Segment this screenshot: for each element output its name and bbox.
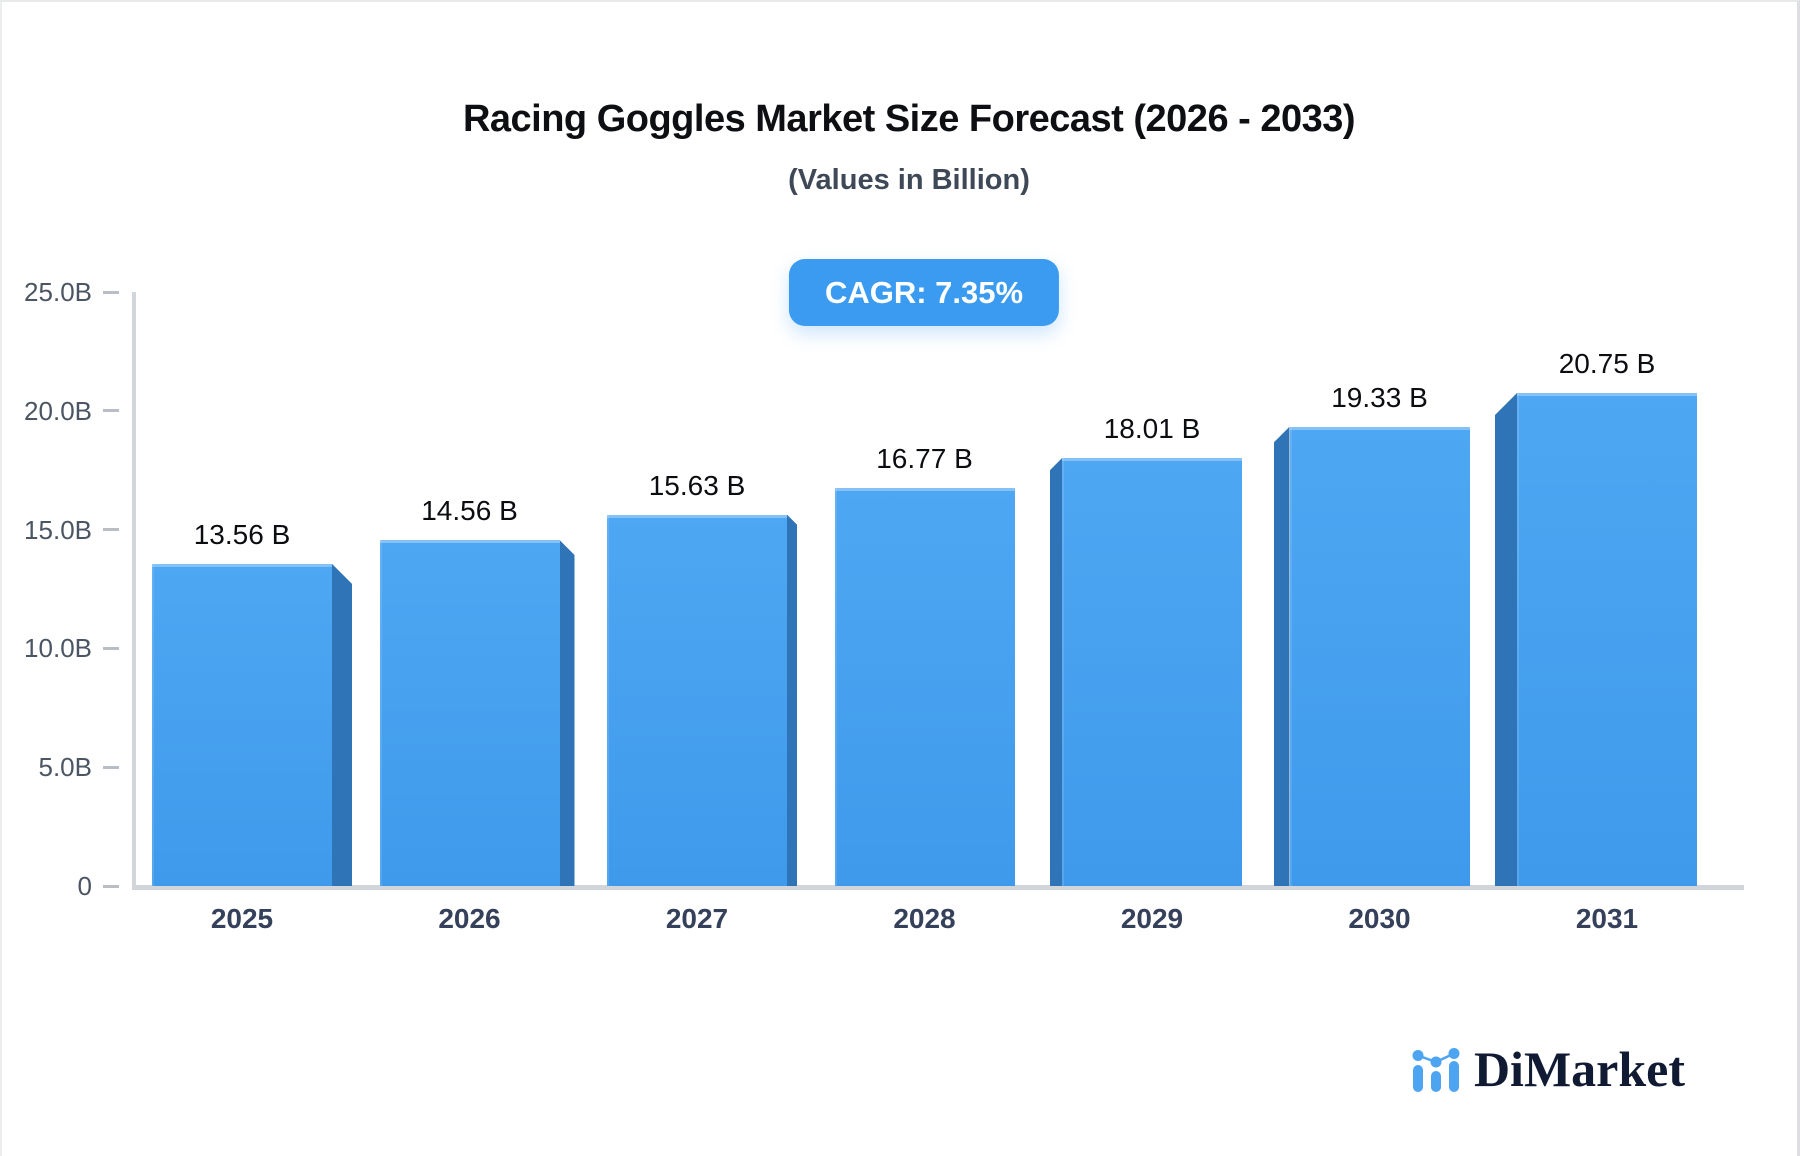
bar-value-label-2028: 16.77 B xyxy=(876,442,973,474)
y-axis-tick-mark xyxy=(103,290,119,294)
bar-2026 xyxy=(379,540,560,886)
bar-2031 xyxy=(1517,392,1697,886)
bar-value-label-2025: 13.56 B xyxy=(193,518,291,550)
y-axis-tick-label: 20.0B xyxy=(24,395,92,426)
bar-2028 xyxy=(834,487,1015,886)
bar-side-face-2031 xyxy=(1495,392,1517,886)
y-axis-tick-mark xyxy=(103,409,119,413)
cagr-badge: CAGR: 7.35% xyxy=(788,259,1060,326)
x-axis-label-2027: 2027 xyxy=(665,903,729,934)
x-axis-line xyxy=(132,885,1744,890)
bar-side-face-2026 xyxy=(559,540,575,886)
y-axis-tick-mark xyxy=(103,765,119,769)
chart-title: Racing Goggles Market Size Forecast (202… xyxy=(462,98,1356,140)
x-axis-label-2025: 2025 xyxy=(210,903,274,934)
bar-value-label-2029: 18.01 B xyxy=(1103,413,1201,445)
dimarket-logo: DiMarket xyxy=(1412,1044,1685,1094)
bar-value-label-2026: 14.56 B xyxy=(421,495,518,527)
bar-side-face-2027 xyxy=(787,514,797,886)
bar-2030 xyxy=(1289,426,1470,886)
bar-value-label-2027: 15.63 B xyxy=(648,469,746,501)
x-axis-label-2028: 2028 xyxy=(893,903,956,934)
y-axis-tick-label: 5.0B xyxy=(38,752,93,783)
x-axis-label-2031: 2031 xyxy=(1575,903,1639,934)
bar-2029 xyxy=(1062,458,1242,886)
y-axis-line xyxy=(132,292,136,890)
x-axis-label-2030: 2030 xyxy=(1348,903,1411,934)
logo-text: DiMarket xyxy=(1473,1041,1685,1097)
y-axis-tick-label: 25.0B xyxy=(24,277,92,307)
bar-value-label-2031: 20.75 B xyxy=(1558,347,1656,379)
x-axis-label-2029: 2029 xyxy=(1120,903,1184,934)
bar-value-label-2030: 19.33 B xyxy=(1331,381,1428,413)
x-axis-label-2026: 2026 xyxy=(438,903,501,934)
y-axis-tick-mark xyxy=(103,884,119,888)
y-axis-tick-mark xyxy=(103,528,119,532)
y-axis-tick-label: 0 xyxy=(77,871,92,901)
chart-subtitle: (Values in Billion) xyxy=(788,164,1030,196)
y-axis-tick-label: 15.0B xyxy=(24,514,92,545)
bar-2025 xyxy=(152,563,332,886)
bar-side-face-2030 xyxy=(1273,426,1290,886)
bar-side-face-2025 xyxy=(332,563,352,886)
bar-2027 xyxy=(607,514,787,886)
y-axis-tick-mark xyxy=(103,646,119,650)
bar-side-face-2029 xyxy=(1050,458,1062,886)
bar-chart-logo-icon xyxy=(1412,1048,1460,1092)
y-axis-tick-label: 10.0B xyxy=(24,633,92,664)
